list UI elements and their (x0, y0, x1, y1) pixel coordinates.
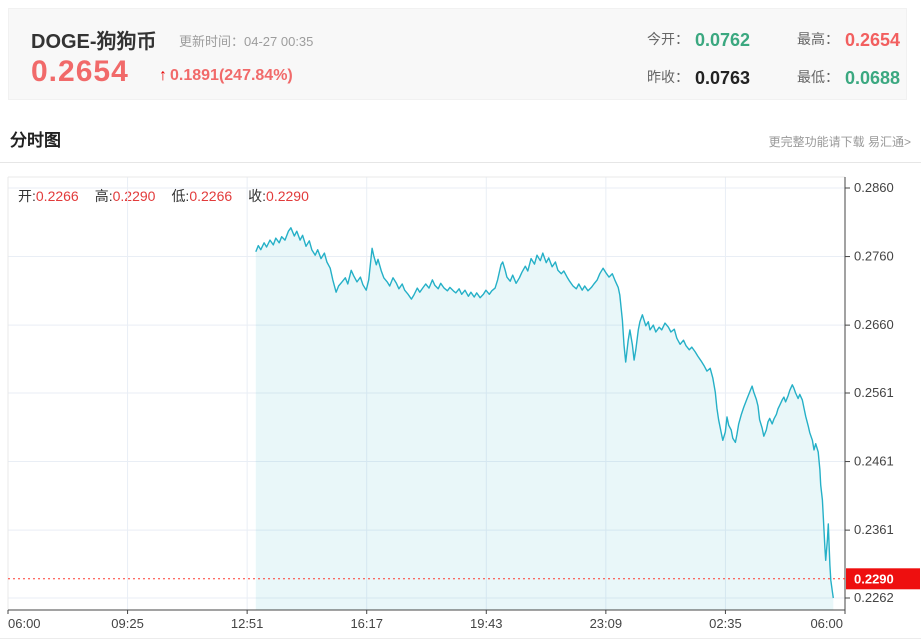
update-time: 更新时间：04-27 00:35 (179, 34, 314, 49)
y-axis-label: 0.2461 (854, 454, 894, 469)
quote-summary-card: DOGE-狗狗币 更新时间：04-27 00:35 0.2654 ↑ 0.1891… (8, 8, 907, 100)
intraday-chart: 0.2860 0.2760 0.2660 0.2561 0.2461 0.2361 0.22… (7, 176, 920, 631)
price-line (255, 227, 834, 599)
current-price-badge (846, 568, 920, 590)
section-separator (0, 162, 921, 163)
x-axis-label: 09:25 (111, 616, 144, 631)
y-axis-label: 0.2860 (854, 180, 894, 195)
stat-item: 最高： 0.2654 (797, 29, 921, 51)
stat-label: 昨收： (647, 69, 689, 85)
x-axis-label: 02:35 (709, 616, 742, 631)
bottom-separator (0, 638, 921, 639)
y-axis-label: 0.2760 (854, 249, 894, 264)
download-app-link[interactable]: 更完整功能请下载 易汇通> (768, 135, 911, 149)
section-title: 分时图 (10, 131, 61, 150)
ohlc-legend-label: 低: (171, 188, 190, 204)
stat-item: 昨收： 0.0763 (647, 67, 797, 89)
y-axis-label: 0.2361 (854, 522, 894, 537)
ohlc-legend-label: 收: (248, 188, 267, 204)
current-price: 0.2654 (31, 55, 129, 88)
ohlc-legend-value: 0.2290 (112, 188, 156, 204)
x-axis-label: 06:00 (810, 616, 843, 631)
change-value: 0.1891(247.84%) (170, 67, 293, 84)
ohlc-legend-label: 开: (18, 188, 36, 204)
stat-value: 0.0763 (695, 68, 751, 88)
ohlc-legend-value: 0.2266 (189, 188, 233, 204)
ohlc-legend-value: 0.2290 (266, 188, 309, 204)
price-area (255, 227, 834, 611)
ohlc-legend-item: 高:0.2290 (95, 188, 156, 204)
up-arrow-icon: ↑ (159, 67, 167, 84)
y-axis-label: 0.2660 (854, 317, 894, 332)
stat-label: 最高： (797, 31, 839, 47)
y-axis-label: 0.2561 (854, 385, 894, 400)
stat-item: 最低： 0.0688 (797, 67, 921, 89)
ohlc-legend-item: 收:0.2290 (248, 188, 309, 204)
ohlc-legend: 开:0.2266 高:0.2290 低:0.2266 收:0.2290 (18, 186, 325, 206)
symbol-name: DOGE-狗狗币 (31, 31, 157, 53)
current-price-badge-label: 0.2290 (854, 571, 894, 586)
y-axis-label: 0.2262 (854, 590, 894, 605)
stat-value: 0.0688 (845, 68, 901, 88)
stat-label: 最低： (797, 69, 839, 85)
stat-item: 今开： 0.0762 (647, 29, 797, 51)
ohlc-legend-label: 高: (94, 188, 113, 204)
x-axis-label: 06:00 (8, 616, 41, 631)
stat-value: 0.0762 (695, 30, 751, 50)
price-change: ↑ 0.1891(247.84%) (159, 67, 293, 85)
stats-grid: 今开： 0.0762 最高： 0.2654 昨收： 0.0763 最低： 0.0688 (647, 29, 921, 89)
stat-value: 0.2654 (845, 30, 901, 50)
ohlc-legend-item: 开:0.2266 (18, 188, 79, 204)
ohlc-legend-item: 低:0.2266 (171, 188, 232, 204)
x-axis-label: 16:17 (350, 616, 383, 631)
x-axis-label: 23:09 (590, 616, 623, 631)
x-axis-label: 12:51 (231, 616, 264, 631)
x-axis-label: 19:43 (470, 616, 503, 631)
ohlc-legend-value: 0.2266 (35, 188, 79, 204)
stat-label: 今开： (647, 31, 689, 47)
